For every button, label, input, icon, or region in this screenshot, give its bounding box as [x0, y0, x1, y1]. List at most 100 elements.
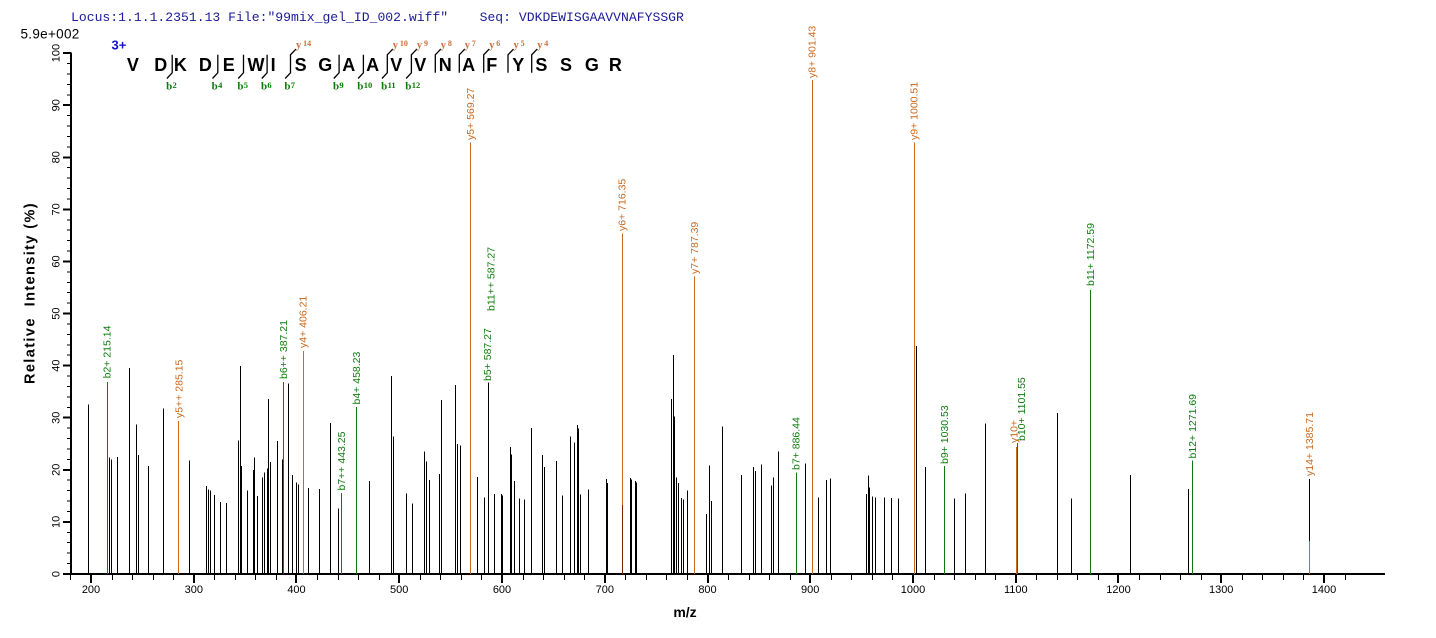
svg-text:b11+ 1172.59: b11+ 1172.59	[1085, 223, 1097, 286]
svg-text:5: 5	[244, 80, 248, 90]
svg-text:N: N	[439, 55, 452, 75]
svg-text:6: 6	[267, 80, 271, 90]
svg-text:b12+ 1271.69: b12+ 1271.69	[1187, 394, 1199, 459]
svg-text:y5+ 569.27: y5+ 569.27	[465, 88, 477, 140]
svg-text:400: 400	[287, 584, 305, 596]
svg-text:y5++ 285.15: y5++ 285.15	[173, 359, 185, 418]
svg-text:V: V	[390, 55, 402, 75]
svg-text:8: 8	[448, 39, 452, 48]
svg-text:7: 7	[472, 39, 476, 48]
svg-text:1000: 1000	[901, 584, 925, 596]
svg-text:900: 900	[801, 584, 819, 596]
svg-text:D: D	[199, 55, 212, 75]
svg-text:y6+ 716.35: y6+ 716.35	[616, 179, 628, 231]
svg-text:b: b	[405, 81, 411, 93]
svg-text:b: b	[357, 81, 363, 93]
svg-text:y4+ 406.21: y4+ 406.21	[298, 296, 310, 348]
svg-text:m/z: m/z	[673, 604, 696, 620]
svg-text:y: y	[296, 40, 302, 51]
svg-text:80: 80	[51, 151, 63, 163]
svg-text:14: 14	[303, 39, 311, 48]
svg-text:700: 700	[596, 584, 614, 596]
svg-text:Y: Y	[512, 55, 524, 75]
svg-text:100: 100	[51, 44, 63, 62]
svg-text:y8+ 901.43: y8+ 901.43	[807, 26, 819, 78]
svg-text:I: I	[271, 55, 276, 75]
svg-text:b: b	[381, 81, 387, 93]
svg-text:S: S	[295, 55, 307, 75]
svg-text:A: A	[342, 55, 355, 75]
svg-text:y: y	[417, 40, 423, 51]
svg-text:Relative Intensity (%): Relative Intensity (%)	[23, 202, 39, 384]
svg-text:50: 50	[51, 307, 63, 319]
svg-text:b: b	[284, 81, 290, 93]
svg-text:70: 70	[51, 203, 63, 215]
svg-text:9: 9	[339, 80, 343, 90]
svg-text:b6++ 387.21: b6++ 387.21	[278, 320, 290, 379]
svg-text:y7+ 787.39: y7+ 787.39	[689, 222, 701, 274]
svg-text:0: 0	[51, 571, 63, 577]
svg-text:10: 10	[364, 80, 373, 90]
svg-text:y9+ 1000.51: y9+ 1000.51	[908, 82, 920, 140]
svg-text:Locus:1.1.1.2351.13 File:"99mi: Locus:1.1.1.2351.13 File:"99mix_gel_ID_0…	[71, 10, 684, 25]
svg-text:1200: 1200	[1106, 584, 1130, 596]
svg-text:11: 11	[388, 80, 396, 90]
svg-text:b: b	[212, 81, 218, 93]
svg-text:3+: 3+	[112, 38, 127, 53]
svg-text:b4+ 458.23: b4+ 458.23	[351, 351, 363, 404]
svg-text:60: 60	[51, 255, 63, 267]
svg-text:A: A	[462, 55, 475, 75]
svg-text:V: V	[127, 55, 139, 75]
svg-text:b5+ 587.27: b5+ 587.27	[482, 328, 494, 381]
svg-text:30: 30	[51, 412, 63, 424]
svg-text:5.9e+002: 5.9e+002	[21, 27, 80, 42]
svg-text:800: 800	[698, 584, 716, 596]
svg-text:4: 4	[544, 39, 548, 48]
svg-text:V: V	[414, 55, 426, 75]
svg-text:b: b	[333, 81, 339, 93]
svg-text:K: K	[174, 55, 187, 75]
svg-text:y: y	[393, 40, 399, 51]
svg-text:5: 5	[521, 39, 525, 48]
svg-text:A: A	[366, 55, 379, 75]
svg-text:12: 12	[412, 80, 421, 90]
svg-text:b2+ 215.14: b2+ 215.14	[101, 325, 113, 378]
svg-text:b7++ 443.25: b7++ 443.25	[336, 431, 348, 490]
svg-text:b: b	[166, 81, 172, 93]
svg-text:R: R	[609, 55, 622, 75]
svg-text:G: G	[585, 55, 599, 75]
svg-text:y: y	[514, 40, 520, 51]
svg-text:9: 9	[424, 39, 428, 48]
svg-text:G: G	[318, 55, 332, 75]
svg-text:E: E	[223, 55, 235, 75]
svg-text:y: y	[489, 40, 495, 51]
svg-text:10: 10	[400, 39, 408, 48]
svg-text:S: S	[560, 55, 572, 75]
svg-text:10: 10	[51, 516, 63, 528]
svg-text:4: 4	[218, 80, 223, 90]
svg-text:1100: 1100	[1004, 584, 1028, 596]
svg-text:20: 20	[51, 464, 63, 476]
svg-text:200: 200	[82, 584, 100, 596]
svg-text:y: y	[465, 40, 471, 51]
svg-text:y: y	[537, 40, 543, 51]
svg-text:1300: 1300	[1209, 584, 1233, 596]
svg-text:y: y	[441, 40, 447, 51]
svg-text:D: D	[154, 55, 167, 75]
svg-text:2: 2	[173, 80, 177, 90]
svg-text:b9+ 1030.53: b9+ 1030.53	[939, 405, 951, 464]
svg-text:b10+ 1101.55: b10+ 1101.55	[1016, 377, 1028, 441]
svg-text:600: 600	[493, 584, 511, 596]
svg-text:W: W	[248, 55, 265, 75]
svg-text:b: b	[237, 81, 243, 93]
svg-text:1400: 1400	[1312, 584, 1336, 596]
svg-text:500: 500	[390, 584, 408, 596]
svg-text:F: F	[486, 55, 497, 75]
svg-text:40: 40	[51, 359, 63, 371]
svg-text:b7+ 886.44: b7+ 886.44	[790, 417, 802, 470]
svg-text:b: b	[261, 81, 267, 93]
svg-text:6: 6	[496, 39, 500, 48]
svg-text:300: 300	[185, 584, 203, 596]
svg-text:y14+ 1385.71: y14+ 1385.71	[1304, 412, 1316, 476]
svg-text:7: 7	[291, 80, 296, 90]
